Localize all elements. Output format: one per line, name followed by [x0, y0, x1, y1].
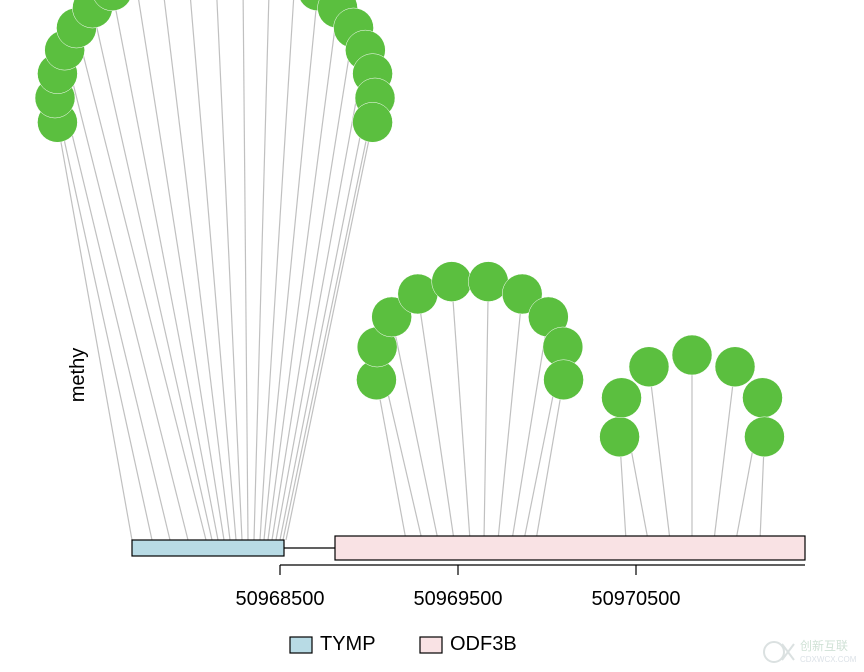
lollipop-circle: [432, 262, 472, 302]
stems-layer: [55, 0, 764, 540]
lollipop-stem: [243, 0, 248, 540]
lollipop-stem: [280, 74, 373, 540]
lollipop-circle: [715, 347, 755, 387]
circles-layer: [35, 0, 784, 457]
methylation-lollipop-plot: methy 50968500 50969500 50970500 TYMP ODF3B 创新…: [0, 0, 864, 672]
lollipop-circle: [672, 335, 712, 375]
legend-label-odf3b: ODF3B: [450, 633, 517, 655]
lollipop-stem: [65, 50, 188, 540]
watermark-sub: CDXWCX.COM: [800, 655, 857, 664]
legend-swatch-odf3b: [420, 637, 442, 653]
lollipop-stem: [260, 0, 295, 540]
lollipop-circle: [742, 378, 782, 418]
lollipop-circle: [629, 347, 669, 387]
lollipop-stem: [215, 0, 242, 540]
gene-box-odf3b: [335, 536, 805, 560]
lollipop-circle: [602, 378, 642, 418]
lollipop-stem: [57, 74, 170, 540]
lollipop-stem: [452, 282, 470, 540]
legend-swatch-tymp: [290, 637, 312, 653]
lollipop-stem: [714, 367, 735, 540]
x-axis-tick-label: 50970500: [592, 588, 681, 610]
y-axis-label: methy: [67, 348, 89, 402]
watermark-text: 创新互联: [800, 638, 848, 653]
lollipop-stem: [254, 0, 270, 540]
lollipop-stem: [276, 50, 365, 540]
lollipop-circle: [353, 102, 393, 142]
lollipop-stem: [160, 0, 230, 540]
lollipop-stem: [272, 28, 354, 540]
lollipop-stem: [135, 0, 224, 540]
x-axis-tick-label: 50968500: [236, 588, 325, 610]
legend-label-tymp: TYMP: [320, 633, 376, 655]
lollipop-stem: [376, 380, 406, 540]
lollipop-stem: [55, 98, 152, 540]
lollipop-circle: [744, 417, 784, 457]
lollipop-stem: [649, 367, 670, 540]
lollipop-stem: [418, 294, 454, 540]
lollipop-stem: [57, 122, 132, 540]
lollipop-stem: [484, 282, 488, 540]
x-axis-tick-label: 50969500: [414, 588, 503, 610]
gene-box-tymp: [132, 540, 284, 556]
lollipop-circle: [600, 417, 640, 457]
lollipop-circle: [544, 360, 584, 400]
watermark: 创新互联 CDXWCX.COM: [764, 638, 857, 664]
lollipop-stem: [112, 0, 218, 540]
